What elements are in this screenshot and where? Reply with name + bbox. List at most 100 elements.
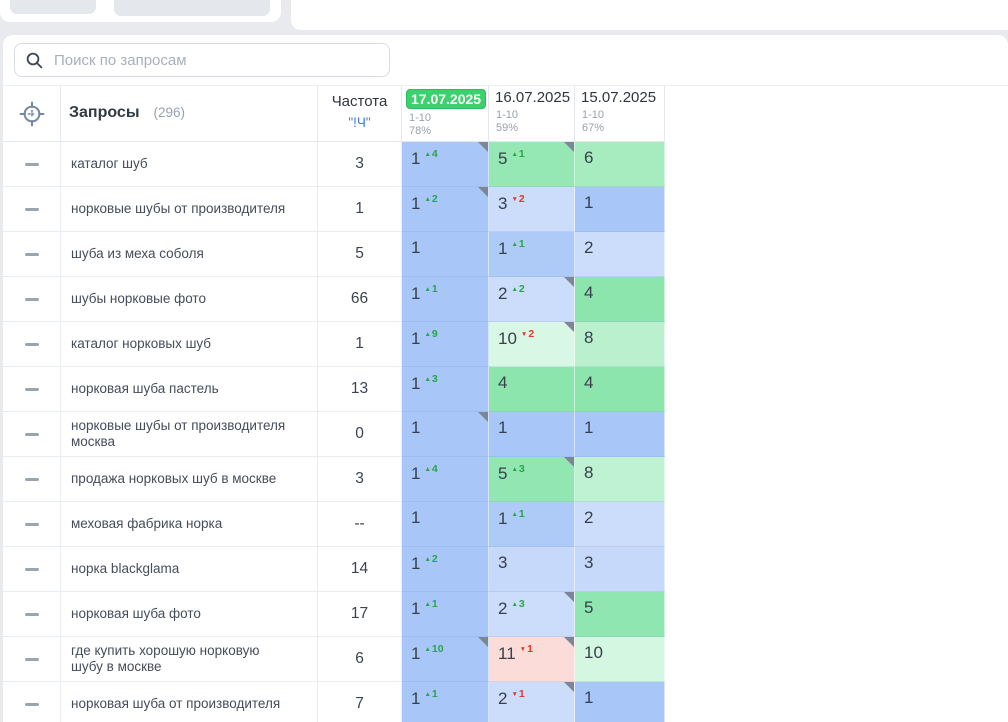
position-cell[interactable]: 2 ▲3 — [489, 592, 575, 637]
position-change-up: ▲1 — [511, 238, 525, 250]
position-value: 1 — [411, 554, 421, 573]
position-cell[interactable]: 1 ▲9 — [402, 322, 489, 367]
position-cell[interactable]: 3 — [489, 547, 575, 592]
query-cell[interactable]: норковая шуба от производителя — [61, 682, 318, 722]
row-handle-cell — [3, 277, 61, 322]
position-cell[interactable]: 8 — [575, 457, 665, 502]
drag-handle-icon[interactable] — [24, 387, 39, 391]
position-cell[interactable]: 1 ▲1 — [489, 502, 575, 547]
search-input[interactable] — [52, 50, 389, 70]
position-change-up: ▲4 — [424, 463, 438, 475]
query-cell[interactable]: норка blackglama — [61, 547, 318, 592]
search-icon — [26, 52, 43, 68]
position-cell[interactable]: 1 ▲4 — [402, 457, 489, 502]
position-cell[interactable]: 2 — [575, 502, 665, 547]
position-cell[interactable]: 1 — [402, 412, 489, 457]
position-cell[interactable]: 2 ▲2 — [489, 277, 575, 322]
drag-handle-icon[interactable] — [24, 342, 39, 346]
position-cell[interactable]: 5 — [575, 592, 665, 637]
query-cell[interactable]: норковая шуба фото — [61, 592, 318, 637]
position-change-down: ▼2 — [520, 328, 535, 340]
query-cell[interactable]: каталог норковых шуб — [61, 322, 318, 367]
position-change-up: ▲1 — [424, 283, 438, 295]
query-cell[interactable]: меховая фабрика норка — [61, 502, 318, 547]
drag-handle-icon[interactable] — [24, 477, 39, 481]
position-cell[interactable]: 1 ▲4 — [402, 142, 489, 187]
date-column-header[interactable]: 16.07.2025 1-10 59% — [489, 86, 575, 142]
position-cell[interactable]: 1 ▲2 — [402, 187, 489, 232]
position-cell[interactable]: 1 ▲1 — [402, 682, 489, 722]
position-cell[interactable]: 1 — [402, 232, 489, 277]
target-column-header[interactable] — [3, 86, 61, 142]
position-cell[interactable]: 4 — [575, 367, 665, 412]
position-change-down: ▼1 — [511, 688, 525, 700]
position-cell[interactable]: 1 — [575, 187, 665, 232]
cell-corner-marker-icon — [564, 682, 574, 692]
query-cell[interactable]: где купить хорошую норковую шубу в москв… — [61, 637, 318, 682]
position-cell[interactable]: 3 ▼2 — [489, 187, 575, 232]
position-cell[interactable]: 1 ▲3 — [402, 367, 489, 412]
query-cell[interactable]: каталог шуб — [61, 142, 318, 187]
position-cell[interactable]: 5 ▲1 — [489, 142, 575, 187]
position-change-up: ▲2 — [511, 283, 525, 295]
drag-handle-icon[interactable] — [24, 612, 39, 616]
date-label: 16.07.2025 — [495, 89, 571, 106]
position-cell[interactable]: 10 ▼2 — [489, 322, 575, 367]
position-cell[interactable]: 2 — [575, 232, 665, 277]
query-cell[interactable]: норковая шуба пастель — [61, 367, 318, 412]
toolbar-button-placeholder[interactable] — [114, 0, 270, 16]
drag-handle-icon[interactable] — [24, 207, 39, 211]
drag-handle-icon[interactable] — [24, 657, 39, 661]
position-change-up: ▲2 — [424, 193, 438, 205]
drag-handle-icon[interactable] — [24, 297, 39, 301]
position-value: 5 — [498, 149, 508, 168]
drag-handle-icon[interactable] — [24, 162, 39, 166]
position-cell[interactable]: 1 ▲1 — [489, 232, 575, 277]
top10-stats: 1-10 78% — [409, 112, 432, 137]
frequency-type-link[interactable]: "!Ч" — [348, 115, 371, 130]
position-cell[interactable]: 10 — [575, 637, 665, 682]
drag-handle-icon[interactable] — [24, 702, 39, 706]
cell-corner-marker-icon — [478, 187, 488, 197]
query-cell[interactable]: шубы норковые фото — [61, 277, 318, 322]
position-cell[interactable]: 4 — [489, 367, 575, 412]
date-column-header-current[interactable]: 17.07.2025 1-10 78% — [402, 86, 489, 142]
drag-handle-icon[interactable] — [24, 522, 39, 526]
position-cell[interactable]: 4 — [575, 277, 665, 322]
position-cell[interactable]: 6 — [575, 142, 665, 187]
query-cell[interactable]: продажа норковых шуб в москве — [61, 457, 318, 502]
toolbar-button-placeholder[interactable] — [10, 0, 96, 14]
drag-handle-icon[interactable] — [24, 432, 39, 436]
drag-handle-icon[interactable] — [24, 567, 39, 571]
drag-handle-icon[interactable] — [24, 252, 39, 256]
frequency-column-header[interactable]: Частота "!Ч" — [318, 86, 402, 142]
query-text: меховая фабрика норка — [71, 516, 223, 531]
position-cell[interactable]: 1 — [489, 412, 575, 457]
arrow-up-icon: ▲ — [424, 195, 431, 203]
position-cell[interactable]: 11 ▼1 — [489, 637, 575, 682]
position-value: 5 — [584, 598, 594, 617]
position-change-down: ▼1 — [519, 643, 533, 655]
query-cell[interactable]: шуба из меха соболя — [61, 232, 318, 277]
query-cell[interactable]: норковые шубы от производителя — [61, 187, 318, 232]
position-cell[interactable]: 2 ▼1 — [489, 682, 575, 722]
frequency-header-label: Частота — [331, 93, 388, 110]
position-value: 1 — [411, 464, 421, 483]
position-cell[interactable]: 3 — [575, 547, 665, 592]
position-cell[interactable]: 1 ▲1 — [402, 592, 489, 637]
search-box[interactable] — [14, 43, 390, 77]
position-cell[interactable]: 1 ▲2 — [402, 547, 489, 592]
cell-corner-marker-icon — [478, 142, 488, 152]
position-cell[interactable]: 5 ▲3 — [489, 457, 575, 502]
date-column-header[interactable]: 15.07.2025 1-10 67% — [575, 86, 665, 142]
position-cell[interactable]: 1 — [575, 682, 665, 722]
position-cell[interactable]: 1 ▲1 — [402, 277, 489, 322]
query-cell[interactable]: норковые шубы от производителя москва — [61, 412, 318, 457]
position-cell[interactable]: 1 — [575, 412, 665, 457]
position-cell[interactable]: 8 — [575, 322, 665, 367]
arrow-up-icon: ▲ — [424, 555, 431, 563]
position-cell[interactable]: 1 — [402, 502, 489, 547]
position-cell[interactable]: 1 ▲10 — [402, 637, 489, 682]
table-row: норковая шуба от производителя 7 1 ▲1 2 ▼1 1 — [3, 682, 1008, 722]
queries-column-header[interactable]: Запросы (296) — [61, 86, 318, 142]
